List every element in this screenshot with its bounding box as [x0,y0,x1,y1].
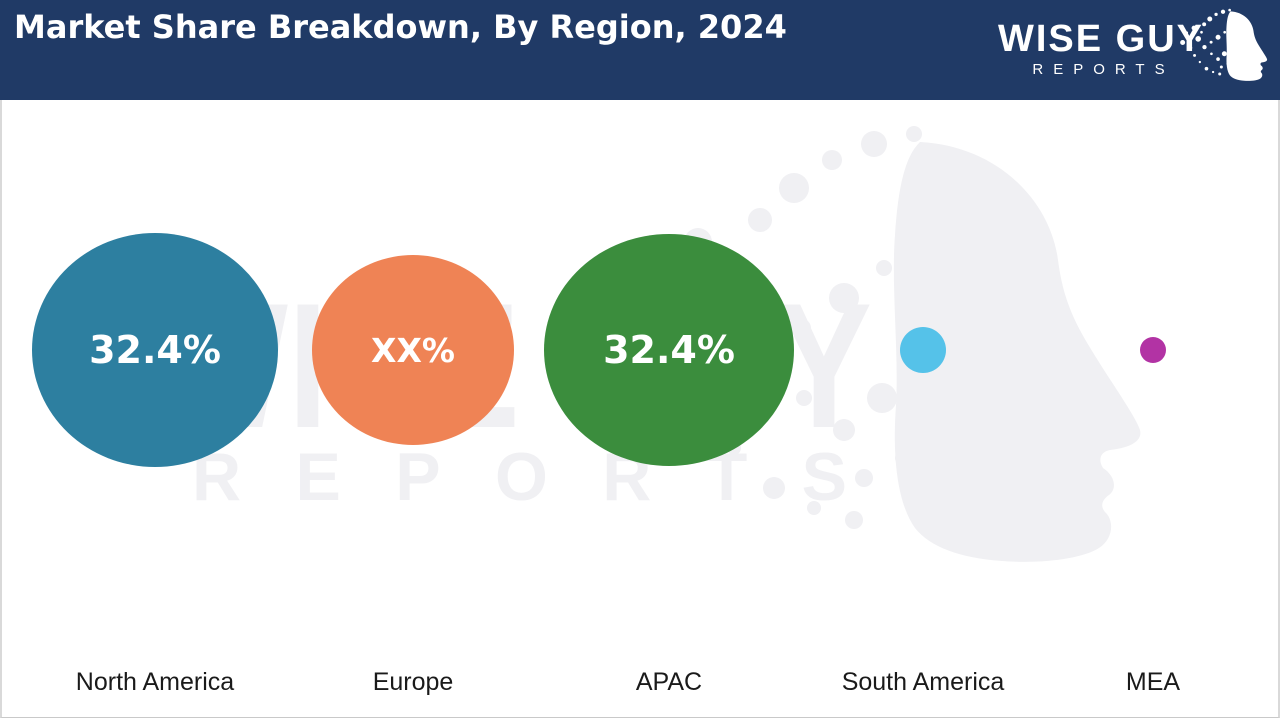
bubble-europe: XX% [312,255,514,445]
bubble-north-america: 32.4% [32,233,278,467]
category-label-north-america: North America [75,668,235,696]
bubble-value-label: 32.4% [89,328,221,372]
bubble-south-america [900,327,946,373]
logo-subtext: REPORTS [1032,61,1175,78]
bubble-value-label: 32.4% [603,328,735,372]
logo-wordmark: WISE GUY [997,18,1204,60]
category-label-apac: APAC [635,668,703,696]
bubble-apac: 32.4% [544,234,794,466]
category-label-europe: Europe [372,668,454,696]
chart-area: WISE GUY REPORTS 32.4%XX%32.4% North Ame… [0,100,1280,718]
page-title: Market Share Breakdown, By Region, 2024 [14,8,787,46]
wise-guy-reports-logo: WISE GUY REPORTS [998,0,1280,98]
header: Market Share Breakdown, By Region, 2024 … [0,0,1280,100]
category-label-mea: MEA [1125,668,1181,696]
bubble-value-label: XX% [371,330,455,370]
logo-text: WISE GUY REPORTS [998,20,1204,78]
head-logo-icon [1178,3,1274,87]
bubble-mea [1140,337,1166,363]
category-label-south-america: South America [841,668,1005,696]
